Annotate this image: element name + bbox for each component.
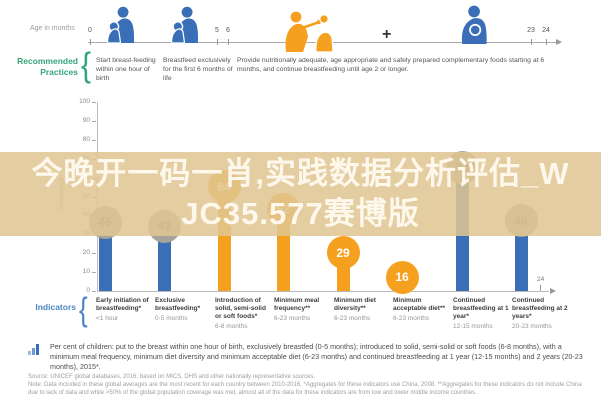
- indicator-column: Minimum meal frequency** 6-23 months: [274, 297, 330, 323]
- y-tick-mark: [92, 139, 96, 141]
- indicator-age-range: <1 hour: [96, 315, 119, 323]
- timeline-tick: [531, 39, 532, 45]
- y-tick-label: 20: [82, 249, 90, 257]
- timeline-tick-label: 6: [226, 27, 230, 34]
- x-axis-end-tick: [540, 285, 541, 291]
- indicator-age-range: 0-5 months: [155, 315, 188, 323]
- x-axis-arrow-icon: [550, 288, 556, 294]
- timeline-arrow-icon: [556, 39, 562, 45]
- indicator-title: Exclusive breastfeeding*: [155, 297, 201, 313]
- complementary-feeding-icon: [285, 11, 334, 52]
- indicator-column: Continued breastfeeding at 1 year* 12-15 …: [453, 297, 509, 332]
- indicator-column: Early initiation of breastfeeding* <1 hou…: [96, 297, 152, 323]
- y-tick-mark: [92, 272, 96, 274]
- timeline-tick: [228, 39, 229, 45]
- timeline-tick-label: 24: [542, 27, 550, 34]
- overlay-text-line1: 今晚开一码一肖,实践数据分析评估_W: [31, 156, 570, 192]
- indicator-title: Minimum acceptable diet**: [393, 297, 446, 313]
- indicator-age-range: 20-23 months: [512, 323, 552, 331]
- indicator-age-range: 6-23 months: [334, 315, 371, 323]
- indicator-title: Minimum diet diversity**: [334, 297, 376, 313]
- practice-text-2: Breastfeed exclusively for the first 6 m…: [163, 57, 233, 83]
- indicator-title: Continued breastfeeding at 1 year*: [453, 297, 509, 321]
- y-tick-label: 80: [82, 135, 90, 143]
- indicator-age-range: 6-8 months: [215, 323, 248, 331]
- y-tick-mark: [92, 120, 96, 122]
- indicator-title: Minimum meal frequency**: [274, 297, 320, 313]
- indicator-title: Early initiation of breastfeeding*: [96, 297, 149, 313]
- x-axis-end-label: 24: [537, 276, 545, 283]
- breastfeeding-icon: [171, 6, 199, 43]
- x-axis-line: [97, 291, 549, 292]
- footer-summary: Per cent of children: put to the breast …: [50, 342, 583, 372]
- indicator-column: Minimum acceptable diet** 6-23 months: [393, 297, 449, 323]
- y-tick-label: 100: [79, 98, 90, 105]
- indicator-age-range: 6-23 months: [393, 315, 430, 323]
- y-tick-mark: [92, 102, 96, 103]
- timeline-tick-label: 5: [215, 27, 219, 34]
- timeline-tick: [217, 39, 218, 45]
- footer-note: Note: Data included in these global aver…: [28, 382, 582, 396]
- bar-chart-icon: [28, 344, 42, 355]
- indicator-column: Introduction of solid, semi-solid or sof…: [215, 297, 271, 332]
- bar-value-circle: 16: [385, 260, 419, 294]
- bar-stick: [98, 222, 112, 291]
- indicators-label: Indicators: [35, 302, 76, 312]
- timeline-tick: [546, 39, 547, 45]
- breastfeeding-icon: [461, 5, 487, 44]
- indicator-column: Minimum diet diversity** 6-23 months: [334, 297, 390, 323]
- timeline-tick-label: 23: [527, 27, 535, 34]
- practice-text-1: Start breast-feeding within one hour of …: [96, 57, 156, 83]
- indicator-age-range: 12-15 months: [453, 323, 493, 331]
- y-tick-label: 90: [82, 116, 90, 124]
- y-tick-label: 0: [86, 287, 90, 294]
- age-in-months-label: Age in months: [30, 25, 75, 32]
- recommended-practices-label: Recommended Practices: [17, 56, 78, 77]
- y-tick-mark: [92, 291, 96, 292]
- practice-text-3: Provide nutritionally adequate, age appr…: [237, 57, 545, 74]
- bar-value-circle: 29: [326, 236, 360, 270]
- indicator-column: Exclusive breastfeeding* 0-5 months: [155, 297, 211, 323]
- overlay-banner: 今晚开一码一肖,实践数据分析评估_W JC35.577赛博版: [0, 152, 601, 236]
- y-tick-mark: [92, 253, 96, 255]
- bar-stick: [514, 220, 528, 291]
- indicators-brace: {: [79, 289, 88, 329]
- breastfeeding-icon: [107, 6, 135, 43]
- indicator-age-range: 6-23 months: [274, 315, 311, 323]
- plus-icon: +: [382, 26, 392, 43]
- indicator-title: Continued breastfeeding at 2 years*: [512, 297, 568, 321]
- y-tick-label: 10: [82, 268, 90, 276]
- practices-brace: {: [81, 46, 92, 85]
- overlay-text-line2: JC35.577赛博版: [181, 196, 420, 231]
- indicator-column: Continued breastfeeding at 2 years* 20-23…: [512, 297, 568, 332]
- timeline-tick-label: 0: [88, 27, 92, 34]
- indicator-title: Introduction of solid, semi-solid or sof…: [215, 297, 266, 321]
- timeline-tick: [90, 39, 91, 45]
- footer-source: Source: UNICEF global databases, 2016, b…: [28, 374, 316, 380]
